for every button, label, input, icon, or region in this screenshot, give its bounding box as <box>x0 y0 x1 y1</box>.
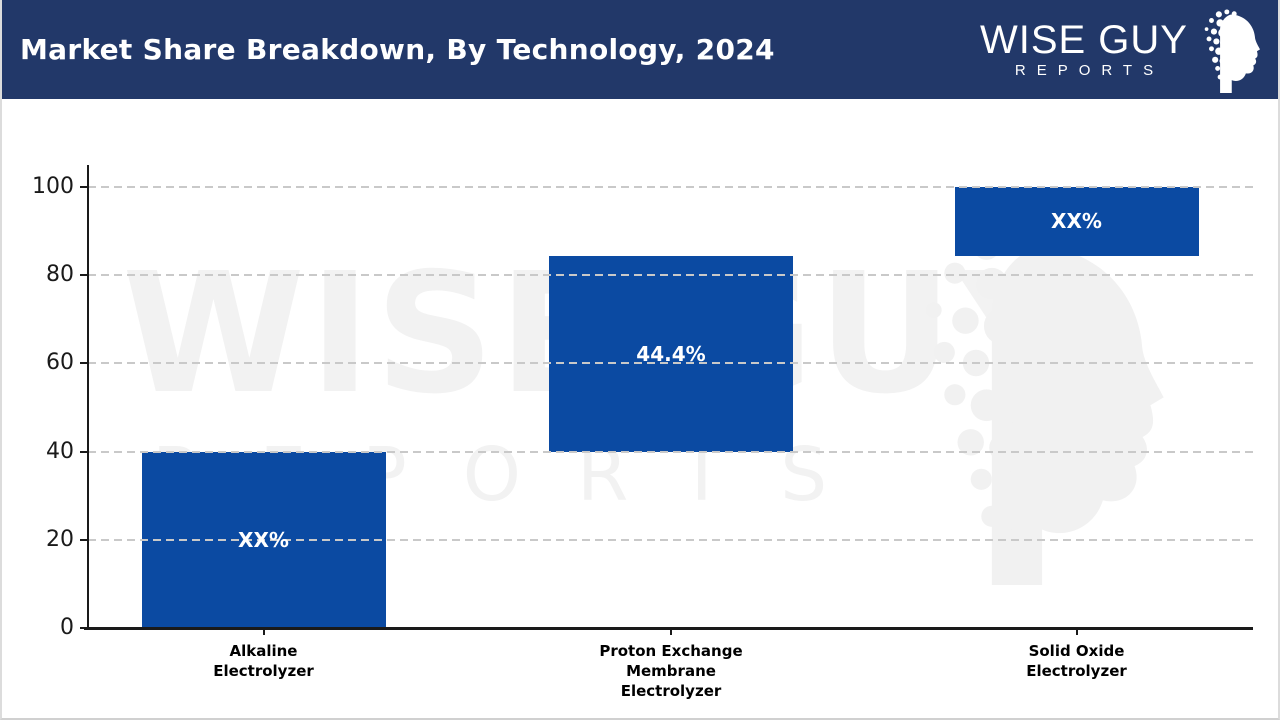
bar-segment <box>549 255 793 452</box>
y-axis-tick-label: 0 <box>60 615 74 640</box>
y-axis-tick-label: 20 <box>46 526 74 552</box>
x-axis-label: Solid Oxide Electrolyzer <box>1026 642 1127 680</box>
y-axis-tick <box>80 538 88 541</box>
x-axis-line <box>84 627 1253 630</box>
wise-guy-reports-logo: WISE GUY REPORTS <box>980 7 1280 93</box>
gridline <box>88 186 1253 188</box>
x-axis-tick <box>670 629 672 635</box>
y-axis-line <box>87 165 89 630</box>
y-axis-tick-label: 40 <box>46 438 74 464</box>
y-axis-tick-label: 100 <box>32 174 74 199</box>
watermark-head-icon <box>925 225 1164 585</box>
bar-segment <box>954 187 1199 256</box>
gridline <box>88 450 1253 453</box>
gridline <box>88 274 1253 277</box>
chart-title: Market Share Breakdown, By Technology, 2… <box>20 33 775 66</box>
x-axis-label: Alkaline Electrolyzer <box>213 642 314 680</box>
y-axis-tick <box>80 450 88 453</box>
bar-value-label: 44.4% <box>636 341 706 366</box>
header-band: Market Share Breakdown, By Technology, 2… <box>0 0 1280 99</box>
y-axis-tick <box>80 627 88 629</box>
logo-wordmark: WISE GUY <box>979 17 1188 62</box>
y-axis-tick <box>80 186 88 188</box>
y-axis-tick-label: 60 <box>46 350 74 376</box>
logo-text: WISE GUY REPORTS <box>980 20 1188 80</box>
logo-head-icon <box>1204 8 1261 93</box>
x-axis-tick <box>262 629 265 635</box>
y-axis-tick-label: 80 <box>46 262 74 288</box>
y-axis-tick <box>80 362 88 365</box>
y-axis-tick <box>80 274 88 277</box>
bar-value-label: XX% <box>1051 209 1102 234</box>
logo-subtitle: REPORTS <box>1014 61 1165 79</box>
bar-value-label: XX% <box>238 527 289 552</box>
gridline <box>88 362 1253 365</box>
x-axis-label: Proton Exchange Membrane Electrolyzer <box>599 642 743 700</box>
gridline <box>88 538 1253 541</box>
x-axis-tick <box>1075 629 1078 635</box>
